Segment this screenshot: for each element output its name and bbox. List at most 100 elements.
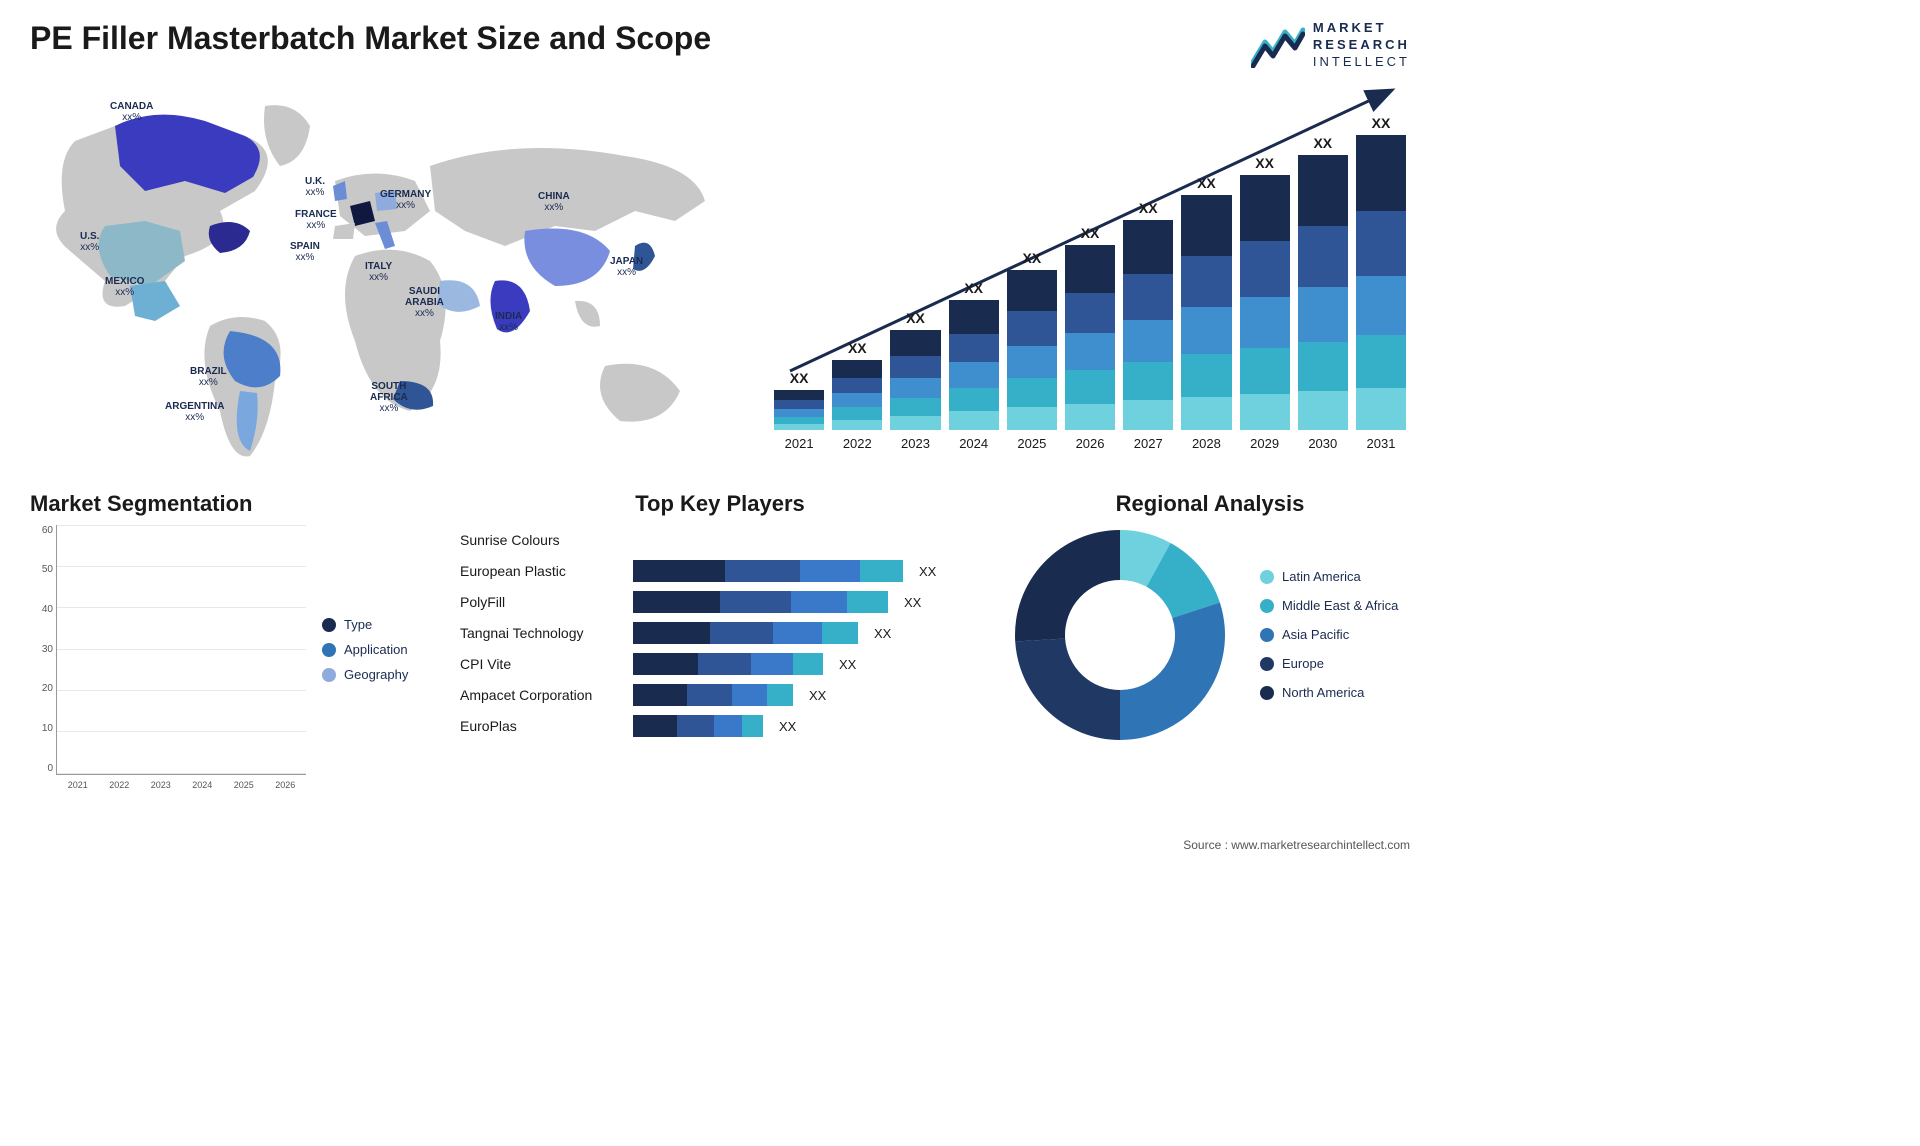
growth-bar-year: 2022 <box>843 436 872 451</box>
growth-bar: XX 2023 <box>890 310 940 451</box>
growth-bar-value: XX <box>964 280 983 296</box>
map-country-label: SAUDIARABIAxx% <box>405 286 444 319</box>
growth-bar-value: XX <box>1255 155 1274 171</box>
regional-donut-chart <box>1010 525 1230 745</box>
world-map-panel: CANADAxx% U.S.xx% MEXICOxx% BRAZILxx% ARGENT… <box>30 81 740 481</box>
legend-item: Asia Pacific <box>1260 627 1398 642</box>
player-row: Ampacet CorporationXX <box>460 680 980 711</box>
map-country-label: ITALYxx% <box>365 261 392 283</box>
legend-item: Application <box>322 642 408 657</box>
growth-bar-year: 2021 <box>785 436 814 451</box>
player-name: PolyFill <box>460 594 625 610</box>
growth-bar: XX 2025 <box>1007 250 1057 451</box>
donut-slice <box>1015 638 1120 740</box>
growth-bar-value: XX <box>1023 250 1042 266</box>
segmentation-title: Market Segmentation <box>30 491 430 517</box>
growth-bar: XX 2026 <box>1065 225 1115 451</box>
growth-bar: XX 2024 <box>949 280 999 451</box>
page-title: PE Filler Masterbatch Market Size and Sc… <box>30 20 711 57</box>
map-country-label: INDIAxx% <box>495 311 522 333</box>
legend-item: Europe <box>1260 656 1398 671</box>
regional-panel: Regional Analysis Latin America Middle Ea… <box>1010 491 1410 801</box>
player-value: XX <box>904 595 921 610</box>
growth-bar: XX 2021 <box>774 370 824 451</box>
growth-bar-value: XX <box>790 370 809 386</box>
player-name: European Plastic <box>460 563 625 579</box>
logo-mark-icon <box>1251 22 1305 68</box>
map-country-label: ARGENTINAxx% <box>165 401 224 423</box>
key-players-hbar-chart: Sunrise ColoursEuropean PlasticXXPolyFil… <box>460 525 980 742</box>
bottom-row: Market Segmentation 6050403020100 202120… <box>30 491 1410 801</box>
key-players-title: Top Key Players <box>460 491 980 517</box>
donut-slice <box>1120 602 1225 739</box>
growth-bar-year: 2027 <box>1134 436 1163 451</box>
player-name: Sunrise Colours <box>460 532 625 548</box>
growth-chart-panel: XX 2021 XX 2022 XX 2023 XX 2024 XX 2025 XX 2026 XX 20… <box>770 81 1410 481</box>
map-country-label: JAPANxx% <box>610 256 643 278</box>
growth-bar-year: 2030 <box>1308 436 1337 451</box>
player-row: Tangnai Technology XX <box>460 618 980 649</box>
growth-bar-value: XX <box>1197 175 1216 191</box>
legend-item: Latin America <box>1260 569 1398 584</box>
segmentation-legend: Type Application Geography <box>322 525 408 775</box>
growth-bar-year: 2024 <box>959 436 988 451</box>
player-value: XX <box>809 688 826 703</box>
segmentation-panel: Market Segmentation 6050403020100 202120… <box>30 491 430 801</box>
header: PE Filler Masterbatch Market Size and Sc… <box>30 20 1410 71</box>
growth-bar-value: XX <box>1139 200 1158 216</box>
legend-item: North America <box>1260 685 1398 700</box>
regional-title: Regional Analysis <box>1010 491 1410 517</box>
map-country-label: SPAINxx% <box>290 241 320 263</box>
map-country-label: CANADAxx% <box>110 101 153 123</box>
growth-bar: XX 2031 <box>1356 115 1406 451</box>
map-country-label: U.K.xx% <box>305 176 325 198</box>
growth-bar: XX 2028 <box>1181 175 1231 451</box>
donut-slice <box>1015 530 1120 642</box>
key-players-panel: Top Key Players Sunrise Colours European … <box>460 491 980 801</box>
map-country-label: BRAZILxx% <box>190 366 227 388</box>
player-row: EuroPlas XX <box>460 711 980 742</box>
map-country-label: MEXICOxx% <box>105 276 144 298</box>
map-country-label: U.S.xx% <box>80 231 99 253</box>
map-country-label: SOUTHAFRICAxx% <box>370 381 408 414</box>
growth-stacked-bar-chart: XX 2021 XX 2022 XX 2023 XX 2024 XX 2025 XX 2026 XX 20… <box>770 101 1410 451</box>
map-country-label: GERMANYxx% <box>380 189 431 211</box>
growth-bar-year: 2026 <box>1076 436 1105 451</box>
growth-bar: XX 2022 <box>832 340 882 451</box>
growth-bar-year: 2023 <box>901 436 930 451</box>
growth-bar-value: XX <box>1081 225 1100 241</box>
player-row: Sunrise Colours <box>460 525 980 556</box>
source-attribution: Source : www.marketresearchintellect.com <box>1183 838 1410 852</box>
growth-bar: XX 2027 <box>1123 200 1173 451</box>
player-name: CPI Vite <box>460 656 625 672</box>
player-name: Tangnai Technology <box>460 625 625 641</box>
player-value: XX <box>779 719 796 734</box>
growth-bar-year: 2029 <box>1250 436 1279 451</box>
growth-bar-year: 2028 <box>1192 436 1221 451</box>
growth-bar: XX 2030 <box>1298 135 1348 451</box>
player-value: XX <box>919 564 936 579</box>
player-row: PolyFill XX <box>460 587 980 618</box>
growth-bar-value: XX <box>906 310 925 326</box>
growth-bar-value: XX <box>1313 135 1332 151</box>
player-value: XX <box>839 657 856 672</box>
player-value: XX <box>874 626 891 641</box>
player-row: CPI Vite XX <box>460 649 980 680</box>
growth-bar: XX 2029 <box>1240 155 1290 451</box>
legend-item: Middle East & Africa <box>1260 598 1398 613</box>
map-country-label: CHINAxx% <box>538 191 570 213</box>
regional-legend: Latin America Middle East & Africa Asia Pa… <box>1260 569 1398 700</box>
growth-bar-value: XX <box>1372 115 1391 131</box>
growth-bar-year: 2031 <box>1367 436 1396 451</box>
legend-item: Geography <box>322 667 408 682</box>
legend-item: Type <box>322 617 408 632</box>
map-country-label: FRANCExx% <box>295 209 337 231</box>
brand-logo: MARKET RESEARCH INTELLECT <box>1251 20 1410 71</box>
top-row: CANADAxx% U.S.xx% MEXICOxx% BRAZILxx% ARGENT… <box>30 81 1410 481</box>
player-row: European Plastic XX <box>460 556 980 587</box>
growth-bar-value: XX <box>848 340 867 356</box>
segmentation-stacked-bar-chart: 6050403020100 202120222023202420252026 <box>56 525 306 775</box>
logo-text: MARKET RESEARCH INTELLECT <box>1313 20 1410 71</box>
growth-bar-year: 2025 <box>1017 436 1046 451</box>
player-name: EuroPlas <box>460 718 625 734</box>
